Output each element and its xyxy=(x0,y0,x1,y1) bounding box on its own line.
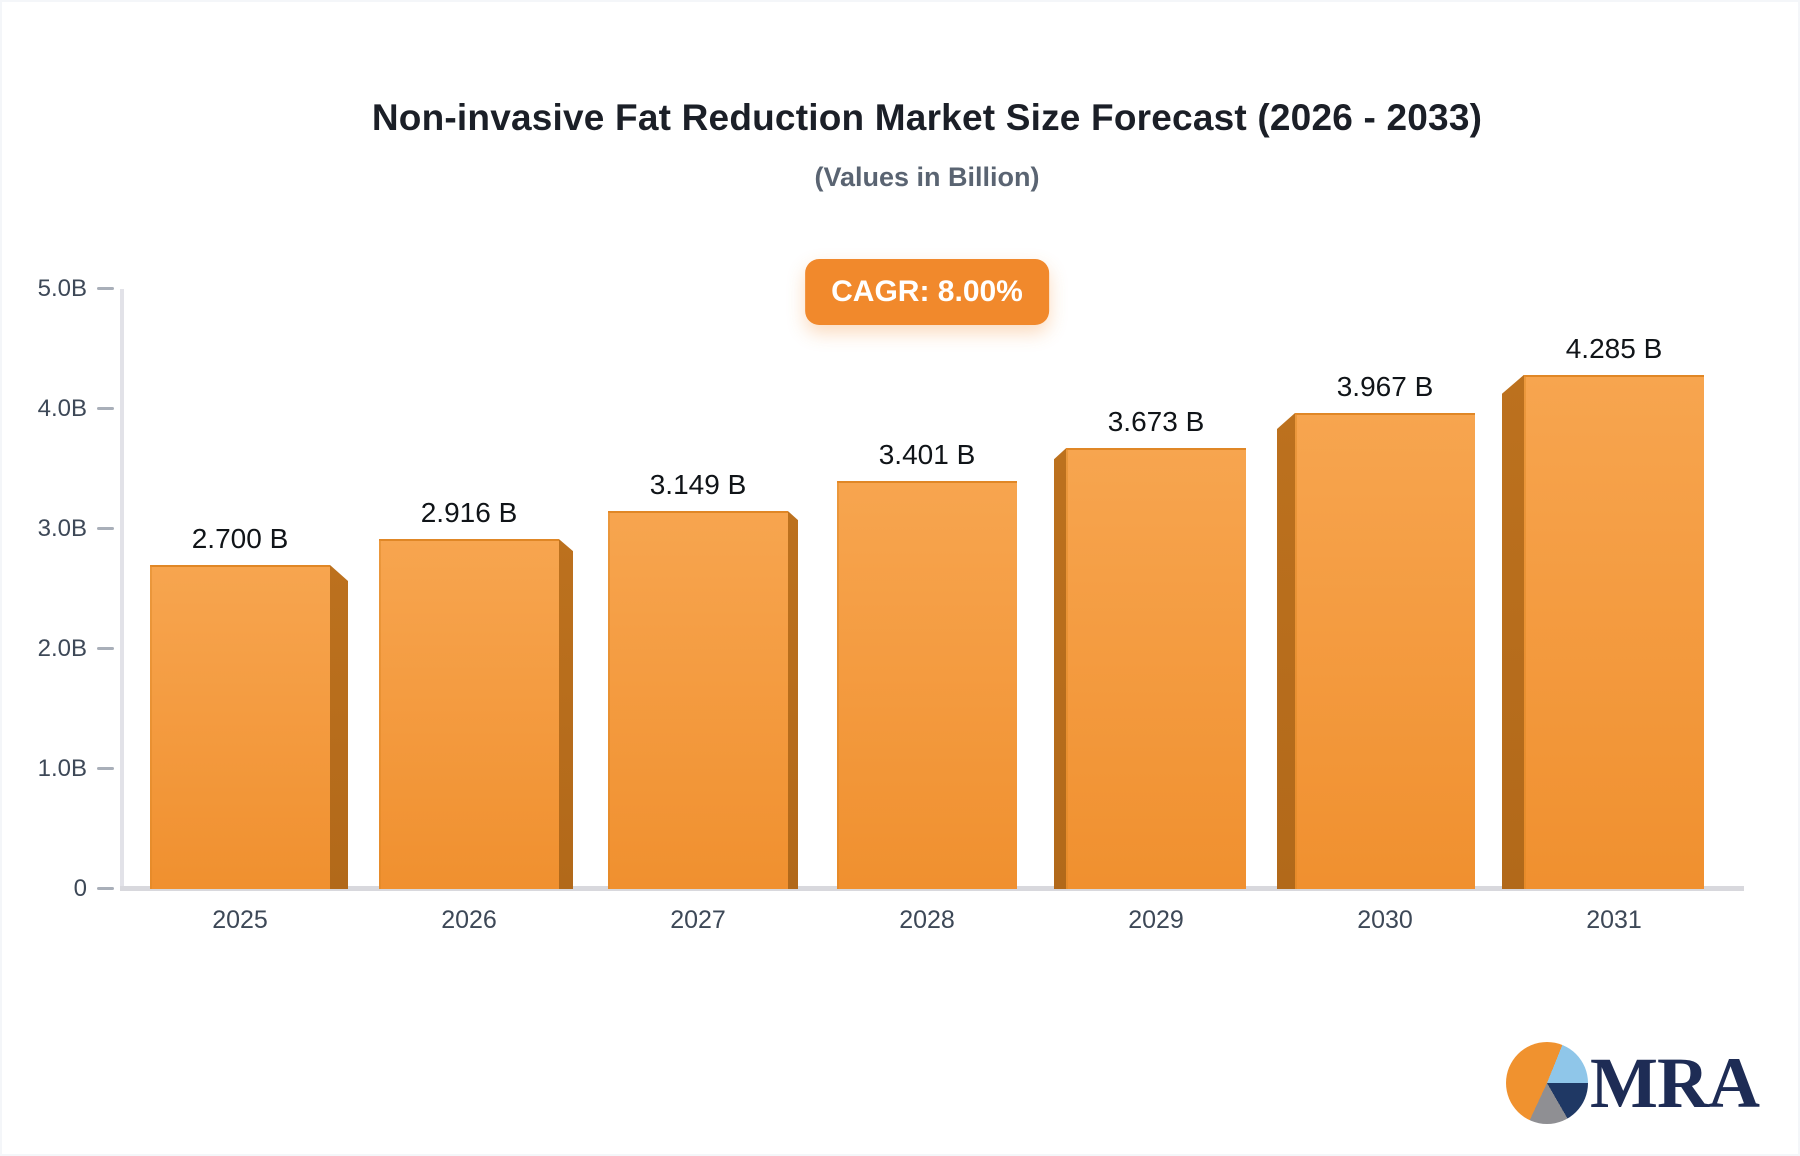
logo-text: MRA xyxy=(1590,1043,1760,1123)
bar-3d-side-2027 xyxy=(788,511,798,889)
bar-3d-side-2031 xyxy=(1502,374,1524,889)
bar-value-label: 3.673 B xyxy=(1107,406,1205,438)
chart-title: Non-invasive Fat Reduction Market Size F… xyxy=(371,97,1483,138)
y-tick-mark xyxy=(97,647,114,650)
x-tick-label: 2030 xyxy=(1357,906,1413,934)
bar-2031 xyxy=(1524,374,1704,889)
bar-2026 xyxy=(379,539,559,889)
y-tick-mark xyxy=(97,287,114,290)
bar-2029 xyxy=(1066,448,1246,889)
bar-value-label: 3.401 B xyxy=(878,438,976,470)
y-tick-mark xyxy=(97,527,114,530)
y-tick-label: 3.0B xyxy=(37,515,87,542)
x-tick-label: 2025 xyxy=(212,906,268,934)
bar-3d-side-2026 xyxy=(559,539,573,889)
y-tick-label: 0 xyxy=(73,875,87,902)
bar-2028 xyxy=(837,480,1017,889)
x-tick-label: 2028 xyxy=(899,906,955,934)
bar-value-label: 4.285 B xyxy=(1565,332,1663,364)
y-tick-mark xyxy=(97,887,114,890)
x-tick-label: 2031 xyxy=(1586,906,1642,934)
x-tick-label: 2027 xyxy=(670,906,726,934)
x-tick-label: 2029 xyxy=(1128,906,1184,934)
y-tick-label: 4.0B xyxy=(37,395,87,422)
bar-2025 xyxy=(150,565,330,889)
y-tick-mark xyxy=(97,767,114,770)
bar-3d-side-2029 xyxy=(1054,448,1066,889)
x-tick-label: 2026 xyxy=(441,906,497,934)
logo-pie-icon xyxy=(1506,1042,1588,1124)
bar-value-label: 2.700 B xyxy=(191,523,289,554)
y-tick-label: 1.0B xyxy=(37,755,87,782)
cagr-badge: CAGR: 8.00% xyxy=(805,259,1049,325)
bar-2030 xyxy=(1295,412,1475,889)
bar-3d-side-2025 xyxy=(330,565,348,889)
bar-value-label: 2.916 B xyxy=(420,497,518,529)
bar-3d-side-2030 xyxy=(1277,412,1295,889)
y-tick-mark xyxy=(97,407,114,410)
y-tick-label: 5.0B xyxy=(37,275,87,302)
brand-logo: MRA xyxy=(1506,1042,1760,1124)
bar-value-label: 3.149 B xyxy=(649,469,747,501)
bar-2027 xyxy=(608,511,788,889)
bar-value-label: 3.967 B xyxy=(1336,370,1434,402)
chart-subtitle: (Values in Billion) xyxy=(814,162,1040,192)
y-axis-line xyxy=(120,289,124,889)
y-tick-label: 2.0B xyxy=(37,635,87,662)
